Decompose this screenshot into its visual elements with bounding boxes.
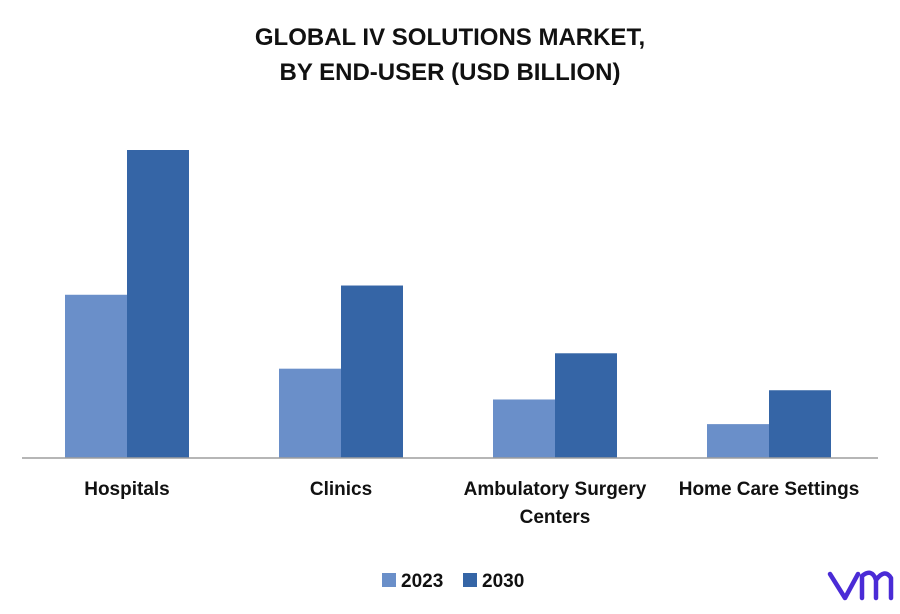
category-label: Home Care Settings xyxy=(679,479,860,500)
legend-label-2030: 2030 xyxy=(482,571,524,592)
chart-title-line-2: BY END-USER (USD BILLION) xyxy=(280,59,621,86)
bar-2023-0 xyxy=(65,294,127,458)
legend-swatch-2023 xyxy=(382,573,396,587)
bar-2030-0 xyxy=(127,150,189,458)
bar-2030-1 xyxy=(341,285,403,458)
category-label: Ambulatory Surgery Centers xyxy=(464,479,647,528)
chart-title: GLOBAL IV SOLUTIONS MARKET, BY END-USER … xyxy=(255,24,645,86)
category-label: Clinics xyxy=(310,479,372,500)
category-label-line: Home Care Settings xyxy=(679,479,860,500)
category-label: Hospitals xyxy=(84,479,170,500)
bar-2023-3 xyxy=(707,424,769,458)
category-label-line: Hospitals xyxy=(84,479,170,500)
vmr-logo-icon xyxy=(827,570,894,601)
bar-2023-2 xyxy=(493,399,555,458)
bars xyxy=(65,150,831,458)
category-label-line: Clinics xyxy=(310,479,372,500)
legend-label-2023: 2023 xyxy=(401,571,443,592)
category-label-line: Ambulatory Surgery xyxy=(464,479,647,500)
bar-2030-3 xyxy=(769,390,831,458)
chart-title-line-1: GLOBAL IV SOLUTIONS MARKET, xyxy=(255,24,645,51)
legend-swatch-2030 xyxy=(463,573,477,587)
category-labels: Hospitals Clinics Ambulatory Surgery Center… xyxy=(84,479,859,528)
bar-2030-2 xyxy=(555,353,617,458)
bar-2023-1 xyxy=(279,368,341,458)
category-label-line: Centers xyxy=(520,507,591,528)
legend: 2023 2030 xyxy=(382,571,524,592)
